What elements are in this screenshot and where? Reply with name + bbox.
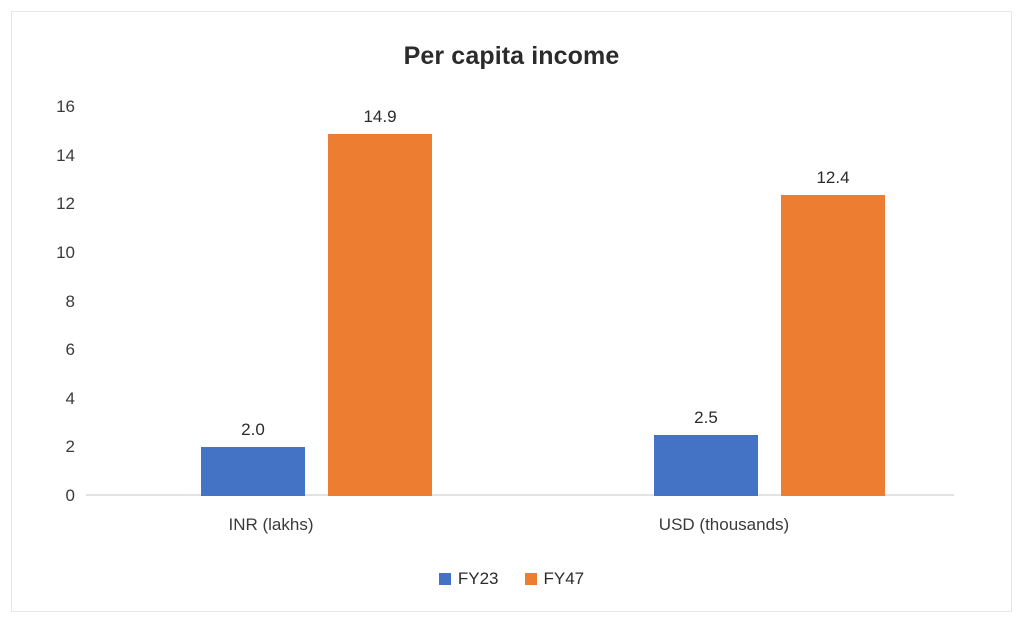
bar-group: 2.0 14.9 INR (lakhs) [126, 107, 432, 534]
bar-value-label: 12.4 [816, 167, 850, 187]
y-tick-label: 8 [65, 291, 75, 311]
y-tick-label: 12 [56, 194, 75, 214]
plot-area: 16 14 12 10 8 6 4 2 0 2.0 14.9 INR (lakh… [56, 97, 954, 534]
legend-item-fy23[interactable]: FY23 [438, 569, 499, 589]
bar-value-label: 14.9 [363, 106, 397, 126]
chart-title: Per capita income [403, 42, 620, 70]
legend-label: FY23 [457, 569, 499, 588]
y-tick-label: 4 [65, 388, 75, 408]
y-tick-label: 6 [65, 340, 75, 360]
bar-fy23[interactable]: 2.5 [654, 408, 758, 496]
category-label: USD (thousands) [658, 515, 790, 534]
legend-label: FY47 [543, 569, 585, 588]
bar-value-label: 2.0 [241, 420, 265, 440]
bar-fy47[interactable]: 14.9 [328, 107, 432, 496]
x-axis-line [86, 494, 954, 496]
y-tick-label: 10 [56, 242, 75, 262]
y-tick-label: 16 [56, 97, 75, 116]
bar-value-label: 2.5 [694, 408, 718, 428]
bar-fy47[interactable]: 12.4 [781, 168, 885, 496]
legend-item-fy47[interactable]: FY47 [524, 569, 585, 589]
chart-legend: FY23 FY47 [12, 569, 1011, 589]
y-tick-label: 0 [65, 486, 75, 505]
y-tick-label: 14 [56, 145, 75, 165]
legend-swatch-icon [524, 573, 537, 585]
bar-fy23[interactable]: 2.0 [201, 420, 305, 496]
chart-frame: Per capita income 16 14 12 10 8 6 4 2 0 … [11, 11, 1012, 612]
y-tick-label: 2 [65, 437, 75, 457]
category-label: INR (lakhs) [228, 515, 314, 534]
bar-group: 2.5 12.4 USD (thousands) [579, 107, 885, 534]
legend-swatch-icon [438, 573, 451, 585]
